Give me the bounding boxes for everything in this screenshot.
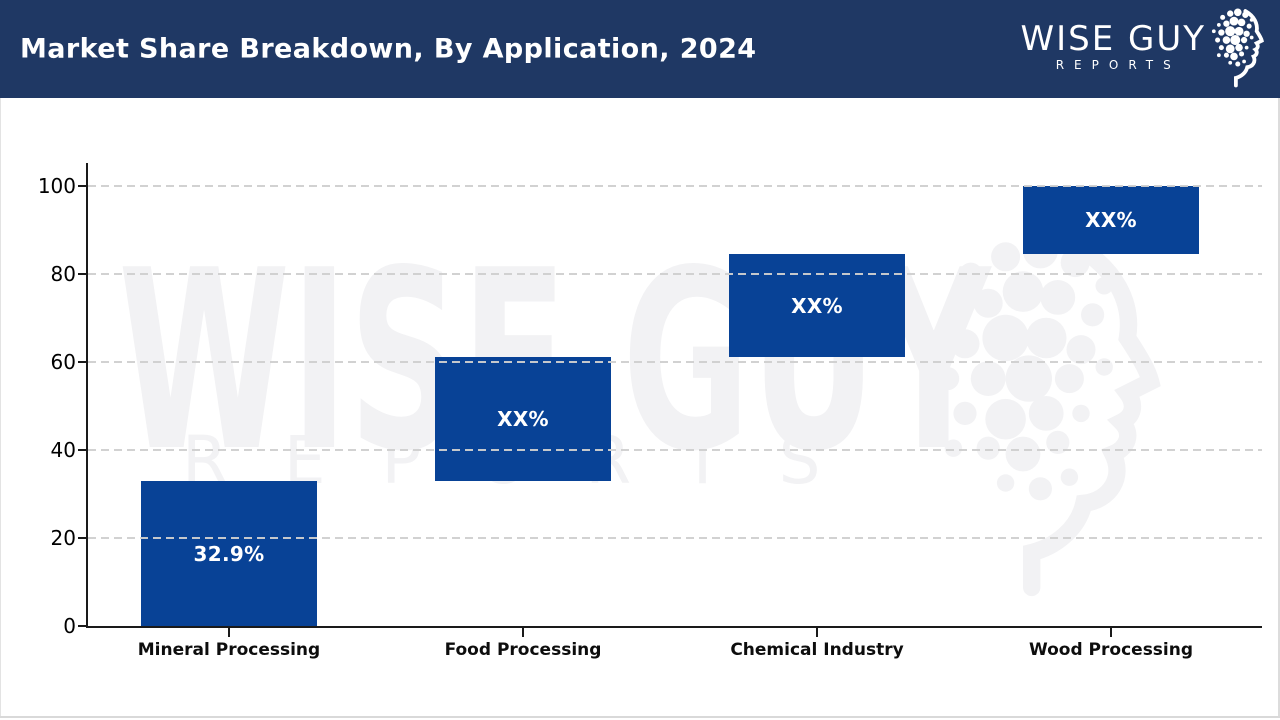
header-bar: Market Share Breakdown, By Application, … [0,0,1280,98]
frame-line-bottom [0,716,1280,718]
x-tick-mark-3 [816,628,818,637]
gridline-60 [88,360,1262,363]
wiseguy-logo: WISE GUY REPORTS [1020,6,1266,88]
frame-line-right [1278,98,1280,716]
logo-subtitle: REPORTS [1055,58,1181,73]
gridline-20 [88,536,1262,539]
y-tick-mark-60 [78,360,88,363]
y-tick-mark-0 [78,625,88,627]
y-tick-label-40: 40 [50,437,76,462]
y-tick-mark-20 [78,536,88,539]
bar-wood-processing: XX% [1023,185,1199,254]
category-label-food-processing: Food Processing [444,640,602,660]
y-tick-mark-80 [78,272,88,275]
logo-wordmark: WISE GUY [1020,18,1206,59]
bar-value-label: 32.9% [193,541,265,566]
page-title: Market Share Breakdown, By Application, … [20,33,757,65]
gridline-100 [88,184,1262,187]
bar-value-label: XX% [497,407,549,432]
y-tick-label-0: 0 [63,614,76,638]
category-label-mineral-processing: Mineral Processing [137,640,321,660]
category-label-chemical-industry: Chemical Industry [730,640,904,660]
y-tick-label-60: 60 [50,349,76,374]
bar-food-processing: XX% [435,357,611,482]
y-tick-label-20: 20 [50,525,76,550]
bar-value-label: XX% [1085,207,1137,232]
y-tick-label-100: 100 [37,173,76,198]
y-axis-line [86,163,88,628]
x-axis-line [86,626,1262,628]
bar-chemical-industry: XX% [729,253,905,358]
gridline-40 [88,448,1262,451]
category-label-wood-processing: Wood Processing [1028,640,1194,660]
y-tick-mark-100 [78,184,88,187]
x-tick-mark-2 [522,628,524,637]
frame-line-left [0,98,1,716]
x-tick-mark-4 [1110,628,1112,637]
x-tick-mark-1 [228,628,230,637]
bar-value-label: XX% [791,293,843,318]
bar-mineral-processing: 32.9% [141,481,317,626]
y-tick-label-80: 80 [50,261,76,286]
y-tick-mark-40 [78,448,88,451]
wiseguy-logo-text: WISE GUY REPORTS [1020,18,1206,73]
gridline-80 [88,272,1262,275]
